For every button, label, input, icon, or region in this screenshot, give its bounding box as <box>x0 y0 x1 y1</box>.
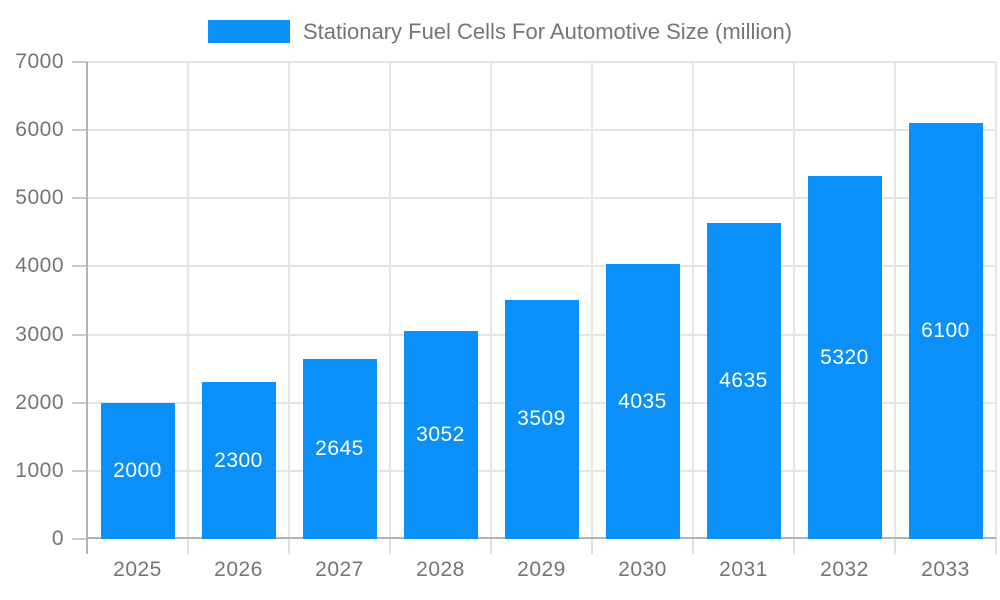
bar-value-label: 2645 <box>315 436 364 460</box>
x-axis-tick <box>793 539 795 554</box>
bar <box>100 402 175 539</box>
bar-value-label: 3052 <box>416 423 465 446</box>
x-gridline <box>894 62 896 539</box>
y-gridline <box>87 265 996 268</box>
y-gridline <box>87 197 996 200</box>
bar <box>403 331 478 539</box>
x-tick-label: 2033 <box>921 558 970 581</box>
x-tick-label: 2026 <box>214 558 263 581</box>
x-tick-label: 2032 <box>820 558 869 581</box>
bar-value-label: 4635 <box>719 369 768 393</box>
y-tick-label: 4000 <box>15 254 64 278</box>
x-gridline <box>692 62 694 539</box>
bar-value-label: 4035 <box>618 389 667 413</box>
x-tick-label: 2029 <box>517 558 566 581</box>
bar <box>302 358 377 539</box>
y-axis-tick <box>72 538 87 540</box>
y-tick-label: 3000 <box>15 322 64 346</box>
bar-value-label: 2000 <box>113 458 162 482</box>
y-axis-line <box>86 62 88 554</box>
plot-area: 0 1000 2000 3000 4000 5000 6000 7000 2000 2025 230… <box>15 50 997 581</box>
y-axis-tick <box>72 129 87 132</box>
x-axis-tick <box>995 539 997 554</box>
legend-swatch[interactable] <box>207 20 290 43</box>
x-gridline <box>591 62 593 539</box>
x-tick-label: 2025 <box>113 558 162 581</box>
y-tick-label: 6000 <box>15 118 64 142</box>
x-axis-tick <box>894 539 896 554</box>
x-gridline <box>288 62 290 539</box>
x-axis-tick <box>591 539 593 554</box>
bar-value-label: 2300 <box>214 448 263 472</box>
y-axis-tick <box>72 265 87 268</box>
y-axis-tick <box>72 61 87 63</box>
bar <box>908 123 983 539</box>
y-tick-label: 0 <box>51 527 64 550</box>
x-gridline <box>187 62 189 539</box>
x-tick-label: 2031 <box>719 558 768 581</box>
bar <box>706 223 781 539</box>
legend-label[interactable]: Stationary Fuel Cells For Automotive Siz… <box>302 19 793 44</box>
x-tick-label: 2028 <box>416 558 465 581</box>
y-tick-label: 7000 <box>15 50 64 73</box>
bar-value-label: 3509 <box>517 407 566 431</box>
x-gridline <box>389 62 391 539</box>
x-axis-tick <box>187 539 189 554</box>
y-axis-tick <box>72 401 87 404</box>
bar <box>504 299 579 539</box>
x-axis-tick <box>389 539 391 554</box>
bar-value-label: 5320 <box>820 345 869 369</box>
y-axis-tick <box>72 197 87 200</box>
y-axis-tick <box>72 333 87 336</box>
bar-value-label: 6100 <box>921 319 970 343</box>
x-axis-tick <box>692 539 694 554</box>
x-axis-tick <box>288 539 290 554</box>
y-tick-label: 1000 <box>15 458 64 482</box>
y-gridline <box>87 129 996 132</box>
x-tick-label: 2027 <box>315 558 364 581</box>
bar <box>807 176 882 539</box>
chart-legend[interactable]: Stationary Fuel Cells For Automotive Siz… <box>0 18 1000 45</box>
y-tick-label: 2000 <box>15 390 64 414</box>
y-tick-label: 5000 <box>15 186 64 210</box>
y-axis-tick <box>72 469 87 472</box>
y-gridline <box>87 61 996 63</box>
bar <box>605 264 680 539</box>
x-gridline <box>490 62 492 539</box>
x-tick-label: 2030 <box>618 558 667 581</box>
x-gridline <box>793 62 795 539</box>
x-gridline <box>995 62 997 539</box>
x-axis-tick <box>490 539 492 554</box>
bar <box>201 382 276 539</box>
